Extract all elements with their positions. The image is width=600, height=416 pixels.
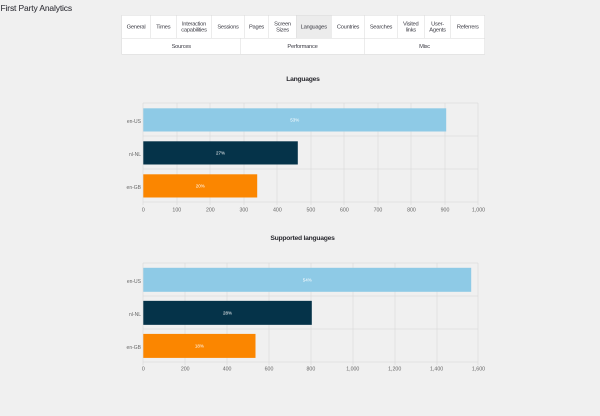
svg-text:800: 800 [307, 367, 316, 373]
svg-text:1,600: 1,600 [472, 367, 485, 373]
svg-text:100: 100 [172, 208, 181, 214]
svg-text:27%: 27% [216, 151, 225, 156]
svg-text:en-US: en-US [127, 279, 142, 285]
svg-text:700: 700 [374, 208, 383, 214]
svg-text:1,000: 1,000 [472, 208, 485, 214]
svg-text:900: 900 [441, 208, 450, 214]
svg-text:400: 400 [273, 208, 282, 214]
svg-text:Supported languages: Supported languages [270, 235, 335, 242]
svg-text:1,400: 1,400 [430, 367, 443, 373]
svg-text:500: 500 [307, 208, 316, 214]
svg-text:0: 0 [142, 208, 145, 214]
svg-text:20%: 20% [196, 184, 205, 189]
svg-text:1,000: 1,000 [346, 367, 359, 373]
svg-text:1,200: 1,200 [388, 367, 401, 373]
svg-text:en-GB: en-GB [127, 345, 142, 351]
svg-text:400: 400 [223, 367, 232, 373]
svg-text:54%: 54% [303, 278, 312, 283]
svg-text:600: 600 [340, 208, 349, 214]
svg-text:300: 300 [239, 208, 248, 214]
svg-text:200: 200 [181, 367, 190, 373]
svg-text:nl-NL: nl-NL [129, 152, 141, 158]
svg-text:0: 0 [142, 367, 145, 373]
svg-text:200: 200 [206, 208, 215, 214]
svg-text:en-GB: en-GB [127, 185, 142, 191]
svg-text:en-US: en-US [127, 119, 142, 125]
svg-text:28%: 28% [223, 311, 232, 316]
svg-text:18%: 18% [195, 344, 204, 349]
svg-text:Languages: Languages [286, 76, 320, 83]
svg-text:nl-NL: nl-NL [129, 312, 141, 318]
svg-text:53%: 53% [290, 118, 299, 123]
svg-text:800: 800 [407, 208, 416, 214]
svg-text:600: 600 [265, 367, 274, 373]
